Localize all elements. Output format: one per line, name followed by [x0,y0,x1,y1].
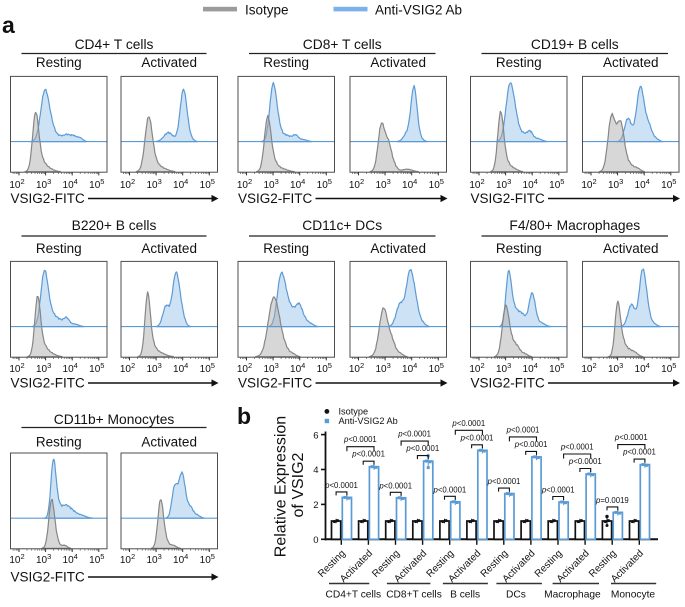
svg-text:Resting: Resting [263,55,309,70]
svg-text:b: b [237,403,251,429]
svg-text:Resting: Resting [263,241,309,256]
svg-text:Anti-VSIG2 Ab: Anti-VSIG2 Ab [339,416,398,426]
svg-text:VSIG2-FITC: VSIG2-FITC [238,191,313,206]
svg-text:CD8+ T cells: CD8+ T cells [303,37,382,52]
svg-text:p<0.0001: p<0.0001 [405,444,439,453]
svg-text:VSIG2-FITC: VSIG2-FITC [238,376,313,391]
svg-text:Activated: Activated [370,241,426,256]
svg-text:VSIG2-FITC: VSIG2-FITC [11,376,86,391]
svg-text:p<0.0001: p<0.0001 [487,477,521,486]
svg-text:p<0.0001: p<0.0001 [378,481,412,490]
svg-text:CD8+T cells: CD8+T cells [386,590,442,601]
svg-text:0: 0 [313,535,318,546]
svg-text:p<0.0001: p<0.0001 [568,457,602,466]
svg-text:F4/80+ Macrophages: F4/80+ Macrophages [509,218,640,233]
svg-text:Relative Expression: Relative Expression [273,416,290,557]
svg-text:CD11c+ DCs: CD11c+ DCs [302,218,382,233]
svg-text:6: 6 [313,430,318,441]
svg-text:p<0.0001: p<0.0001 [351,450,385,459]
svg-text:2: 2 [313,500,318,511]
svg-text:Monocyte: Monocyte [611,590,656,601]
svg-text:Activated: Activated [141,435,197,450]
svg-text:p<0.0001: p<0.0001 [324,481,358,490]
svg-text:Activated: Activated [141,241,197,256]
svg-text:4: 4 [313,465,318,476]
svg-text:p<0.0001: p<0.0001 [514,440,548,449]
svg-text:B cells: B cells [450,590,480,601]
svg-text:Isotype: Isotype [245,3,289,18]
svg-text:p<0.0001: p<0.0001 [614,433,648,442]
svg-text:B220+ B cells: B220+ B cells [72,218,157,233]
svg-text:Anti-VSIG2 Ab: Anti-VSIG2 Ab [375,3,462,18]
svg-text:Resting: Resting [36,241,82,256]
svg-text:p<0.0001: p<0.0001 [451,419,485,428]
svg-text:Activated: Activated [603,55,659,70]
svg-text:VSIG2-FITC: VSIG2-FITC [471,191,546,206]
svg-text:VSIG2-FITC: VSIG2-FITC [471,376,546,391]
svg-text:DCs: DCs [506,590,526,601]
svg-text:p<0.0001: p<0.0001 [560,443,594,452]
svg-text:Resting: Resting [36,435,82,450]
svg-text:p<0.0001: p<0.0001 [343,435,377,444]
svg-text:p<0.0001: p<0.0001 [541,486,575,495]
svg-text:p=0.0019: p=0.0019 [595,496,629,505]
svg-text:Resting: Resting [496,241,542,256]
svg-text:Activated: Activated [141,55,197,70]
svg-text:Activated: Activated [370,55,426,70]
svg-text:CD11b+ Monocytes: CD11b+ Monocytes [54,412,175,427]
svg-text:Activated: Activated [603,241,659,256]
svg-text:Isotype: Isotype [339,406,369,416]
svg-text:p<0.0001: p<0.0001 [622,448,656,457]
svg-text:p<0.0001: p<0.0001 [506,425,540,434]
svg-text:CD4+T cells: CD4+T cells [326,590,382,601]
svg-text:p<0.0001: p<0.0001 [460,433,494,442]
svg-text:VSIG2-FITC: VSIG2-FITC [11,191,86,206]
svg-text:p<0.0001: p<0.0001 [433,485,467,494]
svg-text:a: a [2,12,15,38]
svg-text:CD19+ B cells: CD19+ B cells [531,37,619,52]
svg-text:of VSIG2: of VSIG2 [290,452,307,517]
svg-text:CD4+ T cells: CD4+ T cells [75,37,154,52]
svg-text:Resting: Resting [496,55,542,70]
svg-text:Macrophage: Macrophage [544,590,601,601]
svg-text:Resting: Resting [36,55,82,70]
svg-text:p<0.0001: p<0.0001 [397,430,431,439]
svg-text:VSIG2-FITC: VSIG2-FITC [11,570,86,585]
